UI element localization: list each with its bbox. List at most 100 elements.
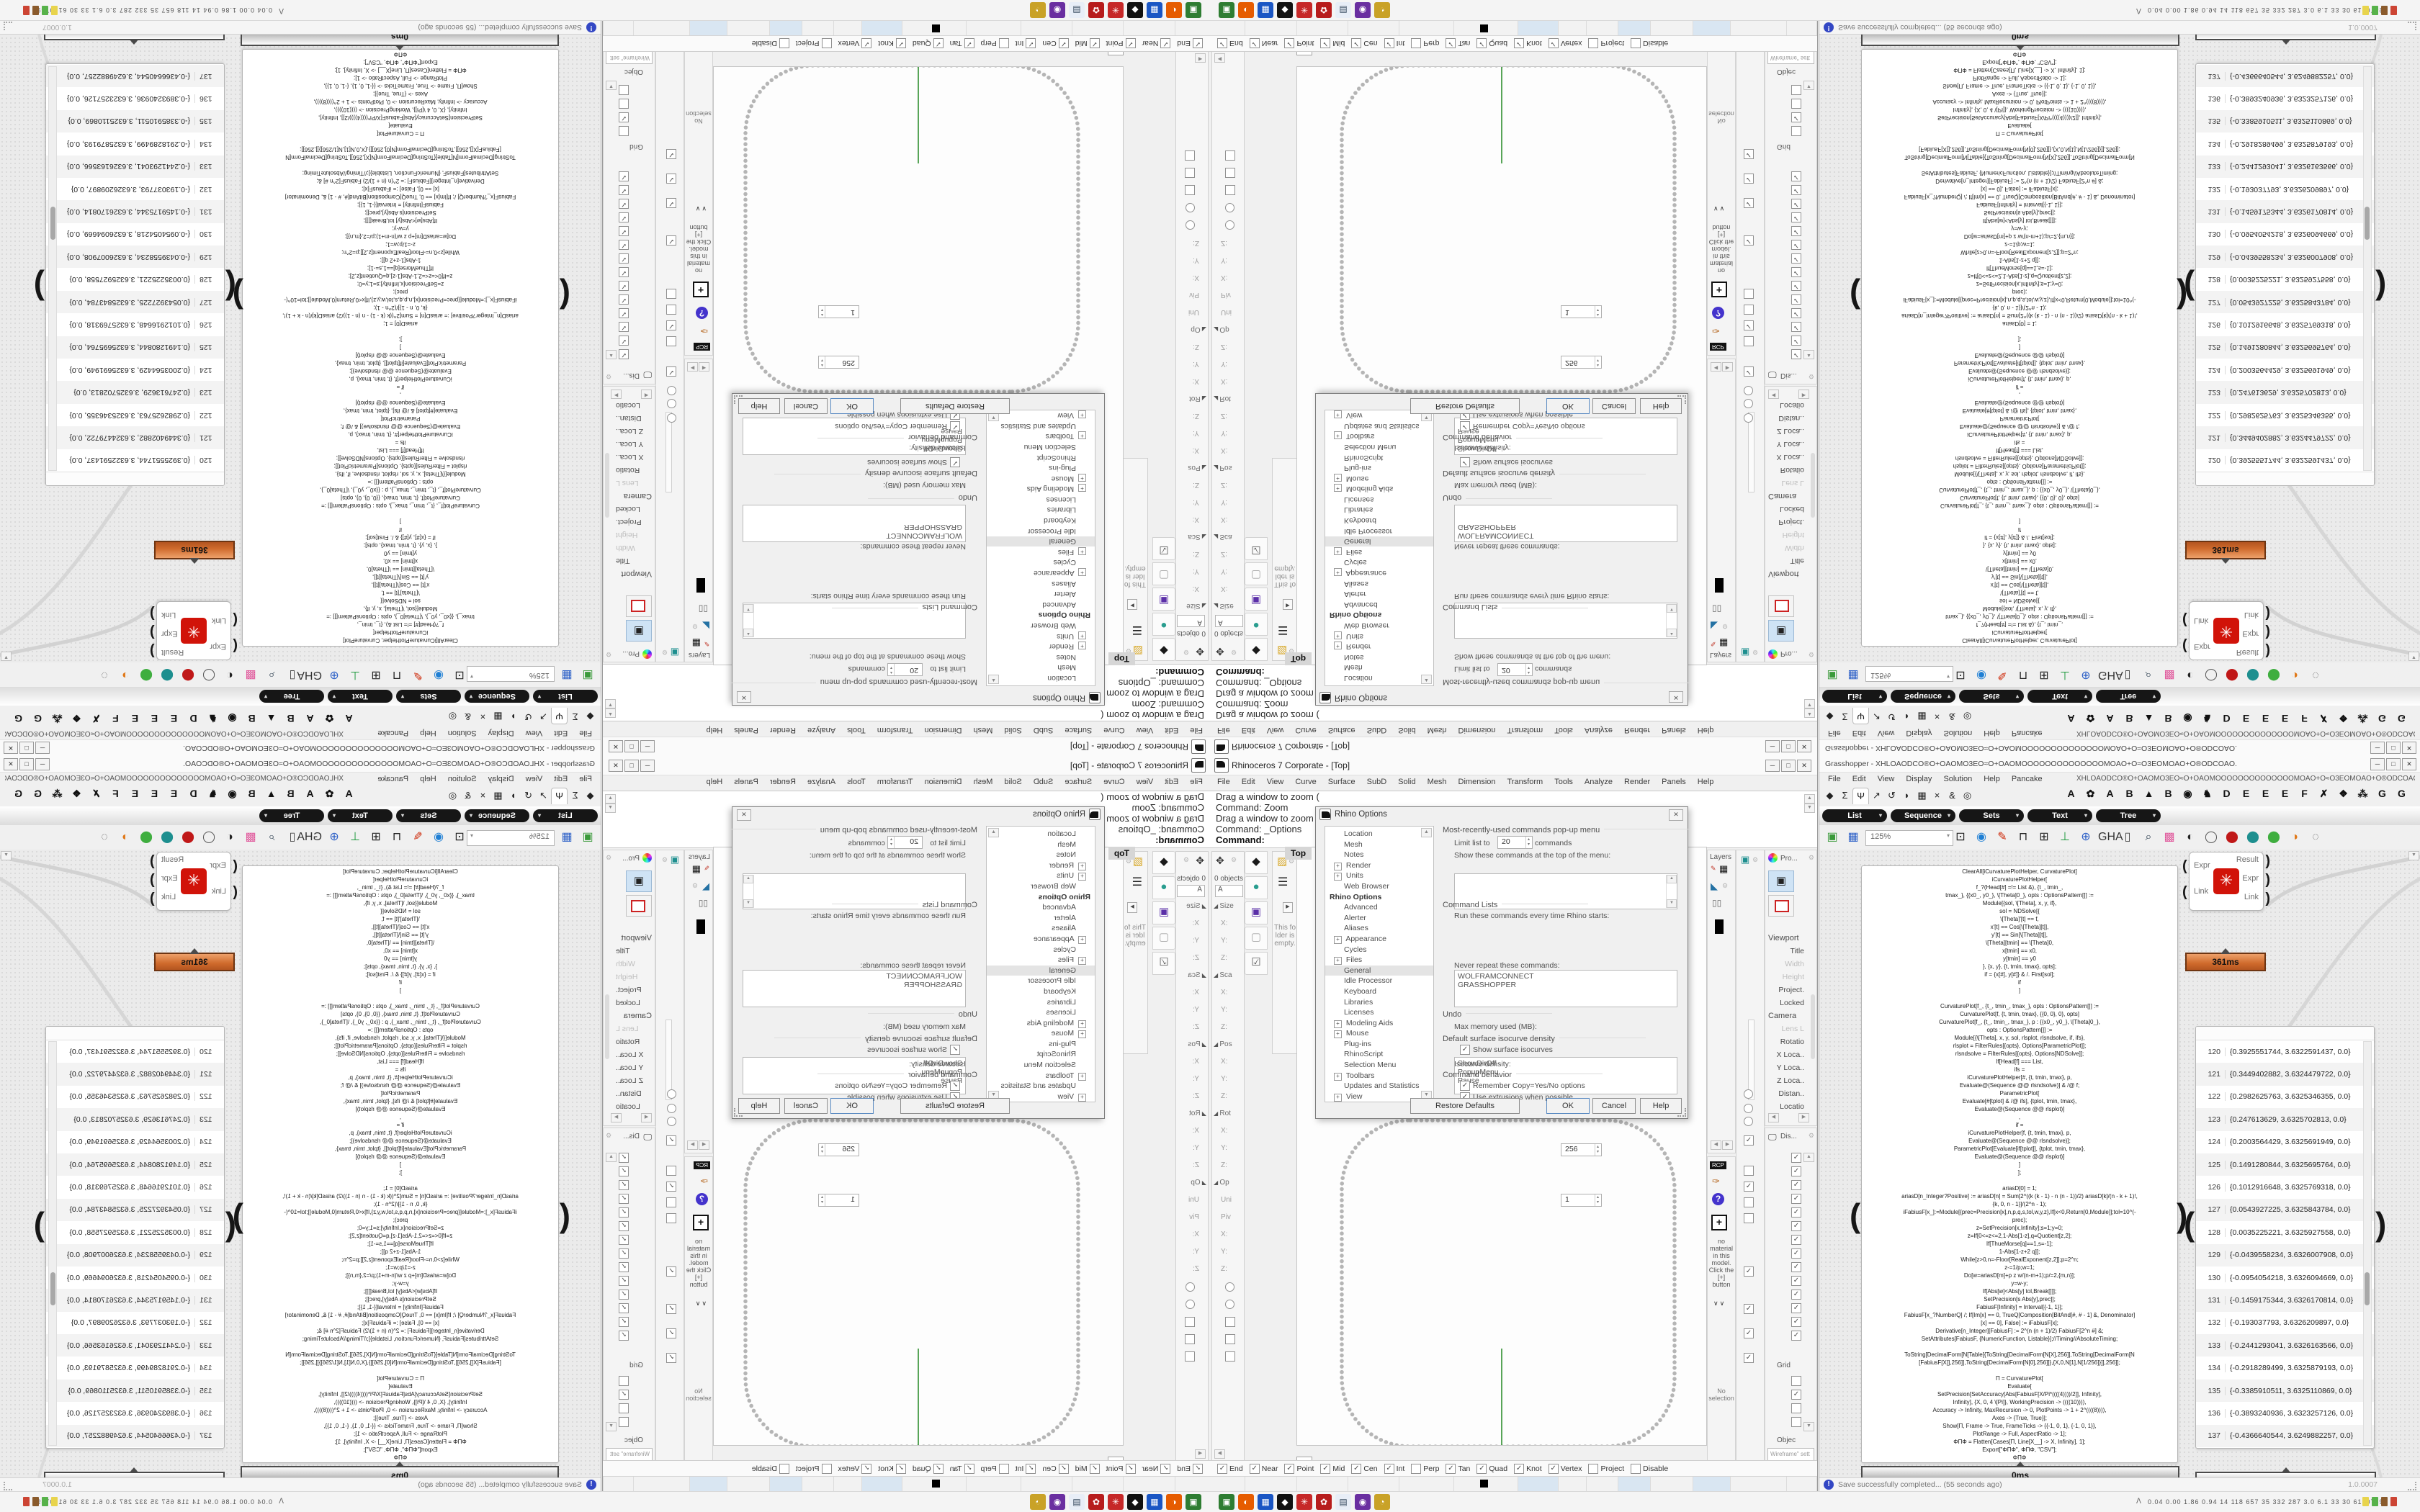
gh-canvas[interactable]: ClearAll[iCurvaturePlotHelper, Curvature… (1819, 35, 2420, 662)
gh-plugin-tab-icon[interactable]: A (2106, 788, 2114, 799)
cancel-button[interactable]: Cancel (784, 398, 828, 414)
gh-plugin-tab-icon[interactable]: E (131, 788, 139, 799)
gh-toolbar-icon[interactable]: ⌕ (268, 831, 275, 843)
viewport-top[interactable] (713, 847, 1124, 1446)
rhino-menu-item[interactable]: Surface (1065, 778, 1093, 786)
rhino-menu-item[interactable]: Help (1697, 726, 1714, 734)
command-scroll-down-icon[interactable]: ▼ (605, 804, 616, 813)
statusbar-pane[interactable] (802, 1477, 834, 1491)
display-option-row[interactable]: ✓ (607, 238, 655, 251)
gh-code-panel[interactable]: ClearAll[iCurvaturePlotHelper, Curvature… (1861, 49, 2178, 647)
slider-track[interactable] (1748, 1020, 1754, 1100)
output-port-result[interactable]: Result (161, 648, 184, 657)
port-grip[interactable]: ( (233, 638, 238, 654)
camera-properties-icon[interactable]: ▣ (1768, 870, 1794, 892)
display-option-row[interactable]: ✓ (1765, 1302, 1813, 1315)
statusbar-pane[interactable] (1518, 21, 1559, 35)
options-tree-item[interactable]: Appearance (1325, 567, 1433, 578)
scroll-right-icon[interactable]: ▶ (1722, 362, 1733, 372)
osnap-toggle[interactable]: ✓ Point (1284, 1464, 1314, 1474)
resize-grip[interactable] (734, 1108, 743, 1117)
property-row[interactable]: Project. (616, 986, 642, 994)
port-grip[interactable]: ( (2182, 612, 2187, 628)
gh-toolbar-icon[interactable]: ▣ (1827, 669, 1838, 681)
options-tree-item[interactable]: Mouse (1325, 1028, 1433, 1039)
boxedit-row[interactable]: Y: (1221, 256, 1227, 264)
panel-tab-icon[interactable]: ◆ (1152, 638, 1175, 661)
boxedit-row[interactable]: Y: (1193, 1144, 1199, 1152)
boxedit-row[interactable]: Z: (1193, 481, 1199, 489)
gh-zoom-dropdown[interactable]: 125% (467, 830, 555, 846)
options-tree-item[interactable]: Aliases (1052, 924, 1076, 933)
camera-properties-icon[interactable]: ▣ (626, 620, 652, 642)
gh-toolbar-icon[interactable]: ▩ (245, 669, 256, 681)
options-tree-item[interactable]: Modeling Aids (1325, 1018, 1433, 1029)
statusbar-pane[interactable] (1693, 21, 1731, 35)
statusbar-pane[interactable] (1174, 21, 1210, 35)
hamburger-menu-icon[interactable]: ☰ (1131, 876, 1142, 888)
checkbox-checked[interactable]: ✓ (1744, 235, 1754, 246)
boxedit-row[interactable]: Op (1176, 316, 1208, 333)
property-row[interactable]: Z Loca.. (1777, 1076, 1804, 1085)
panel-tab-icon[interactable]: ▢ (1152, 927, 1175, 950)
statusbar-pane[interactable] (1651, 21, 1693, 35)
display-option-row[interactable]: ✓ (607, 1274, 655, 1288)
taskbar-app-icon[interactable]: ✿ (1088, 1494, 1104, 1510)
gh-toolbar-icon[interactable]: ▦ (1847, 831, 1859, 843)
gh-menu-item[interactable]: File (1828, 775, 1841, 783)
boxedit-row[interactable]: Z: (1221, 239, 1227, 247)
gh-plugin-tab-icon[interactable]: E (2242, 788, 2250, 799)
property-row[interactable]: Width (1785, 960, 1804, 968)
constraints-icon[interactable]: ▣ (1741, 854, 1750, 865)
gh-plugin-tab-icon[interactable]: E (2281, 713, 2289, 724)
expand-arrow-icon[interactable]: ▶ (1127, 902, 1137, 913)
tray-icon[interactable] (2381, 6, 2388, 15)
port-grip[interactable]: ) (150, 643, 155, 659)
boxedit-gumball-icon[interactable]: ✥ (1216, 646, 1224, 657)
gear-icon[interactable]: ⚙ (1808, 651, 1814, 658)
gh-plugin-tab-icon[interactable]: B (2164, 788, 2172, 799)
gh-toolbar-icon[interactable]: ◑ (122, 831, 129, 843)
options-tree-item[interactable]: Idle Processor (1344, 976, 1393, 986)
rhino-menu-item[interactable]: Dimension (1458, 778, 1496, 786)
options-tree-item[interactable]: Location (1047, 829, 1076, 838)
grid-option-row[interactable] (1765, 96, 1813, 110)
osnap-toggle[interactable]: ✓ Vertex (1548, 38, 1582, 48)
viewport-tab[interactable] (1327, 52, 1341, 55)
taskbar-app-icon[interactable]: ✿ (1316, 1494, 1332, 1510)
boxedit-row[interactable]: X: (1192, 446, 1199, 454)
options-tree-item[interactable]: Rhino Options (1330, 892, 1382, 901)
scrollbar-thumb[interactable] (50, 207, 55, 240)
boxedit-row[interactable]: Z: (1221, 1023, 1227, 1031)
scroll-up-icon[interactable]: ▲ (606, 350, 617, 359)
gear-icon[interactable]: ⚙ (606, 373, 612, 380)
resize-grip[interactable] (1677, 1108, 1686, 1117)
gh-toolbar-icon[interactable]: ◯ (202, 669, 215, 681)
osnap-toggle[interactable]: ✓ Mid (1320, 38, 1345, 48)
gh-toolbar-icon[interactable]: ⊥ (2060, 669, 2070, 681)
gh-canvas[interactable]: ClearAll[iCurvaturePlotHelper, Curvature… (0, 850, 601, 1477)
display-mode-input[interactable]: Wireframe" sett (606, 51, 653, 64)
viewport-top[interactable] (1296, 66, 1707, 665)
boxedit-row[interactable]: Y: (1221, 429, 1227, 437)
taskbar-app-icon[interactable]: ✿ (1088, 2, 1104, 18)
boxedit-row[interactable]: Size (1176, 593, 1208, 610)
gh-data-panel[interactable]: 120 {0.3925551744, 3.6322591437, 0.0} 121… (2195, 63, 2375, 486)
rhino-menu-item[interactable]: Render (769, 726, 796, 734)
port-grip[interactable]: ) (150, 606, 155, 621)
options-tree-item[interactable]: Keyboard (1044, 986, 1076, 996)
add-material-button[interactable]: + (1711, 282, 1727, 297)
osnap-toggle[interactable]: ✓ End (1217, 1464, 1243, 1474)
rhino-menu-item[interactable]: Analyze (1584, 778, 1613, 786)
rhino-menu-item[interactable]: Tools (847, 778, 866, 786)
gear-icon[interactable]: ⚙ (1231, 649, 1237, 656)
gh-plugin-tab-icon[interactable]: ◉ (228, 788, 237, 799)
layer-new-icon[interactable]: ✎ (1711, 640, 1716, 647)
tray-icon[interactable] (2390, 1497, 2397, 1506)
boxedit-row[interactable]: X: (1192, 989, 1199, 996)
property-row[interactable]: X Loca.. (616, 453, 644, 462)
resize-grip[interactable] (4, 1482, 12, 1490)
paintbrush-icon[interactable]: ✑ (700, 325, 708, 336)
startup-commands-listbox[interactable]: WOLFRAMCONNECT GRASSHOPPER (743, 505, 966, 542)
